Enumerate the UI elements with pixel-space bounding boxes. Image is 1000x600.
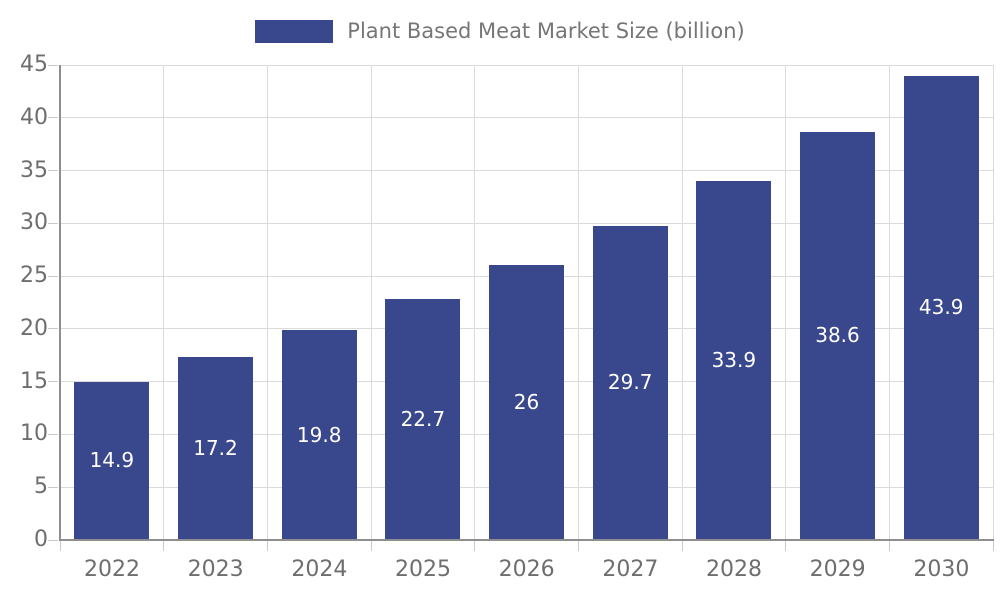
x-gridline xyxy=(266,65,268,540)
bar-value-label: 14.9 xyxy=(89,448,135,473)
x-gridline xyxy=(577,65,579,540)
y-tick-label: 25 xyxy=(20,263,48,289)
x-gridline xyxy=(992,65,994,540)
x-tick xyxy=(992,541,994,551)
bar-value-label: 29.7 xyxy=(607,370,653,395)
x-gridline xyxy=(474,65,476,540)
bar-value-label: 43.9 xyxy=(918,295,964,320)
bar: 22.7 xyxy=(385,299,461,539)
y-tick xyxy=(48,381,58,383)
x-tick xyxy=(163,541,165,551)
bar-value-label: 19.8 xyxy=(296,422,342,447)
bar: 26 xyxy=(489,264,564,539)
y-gridline xyxy=(60,117,993,119)
bar: 19.8 xyxy=(281,330,357,539)
bar-value-label: 22.7 xyxy=(400,407,446,432)
y-tick-label: 20 xyxy=(20,315,48,341)
x-gridline xyxy=(888,65,890,540)
plot-area: 0 5 10 15 20 25 30 35 40 45 14.9 2022 17.2 2023 19.8 20… xyxy=(20,52,994,582)
y-axis-line xyxy=(59,65,61,541)
x-tick xyxy=(888,541,890,551)
x-tick-label: 2022 xyxy=(84,557,140,582)
y-tick xyxy=(48,64,58,66)
y-tick xyxy=(48,222,58,224)
x-gridline xyxy=(163,65,165,540)
y-gridline xyxy=(60,222,993,224)
y-tick xyxy=(48,486,58,488)
bar: 43.9 xyxy=(903,75,979,539)
y-tick-label: 35 xyxy=(20,157,48,183)
legend-swatch xyxy=(255,19,334,43)
x-tick xyxy=(785,541,787,551)
x-tick-label: 2025 xyxy=(395,557,451,582)
bar: 14.9 xyxy=(74,381,150,539)
y-tick xyxy=(48,539,58,541)
bar: 29.7 xyxy=(592,225,668,539)
y-tick-label: 0 xyxy=(34,527,48,552)
y-tick-label: 10 xyxy=(20,421,48,447)
x-tick-label: 2030 xyxy=(913,557,970,582)
bar-value-label: 26 xyxy=(513,389,540,414)
bar-value-label: 17.2 xyxy=(193,436,238,461)
x-tick-label: 2027 xyxy=(602,557,659,582)
y-tick xyxy=(48,117,58,119)
x-gridline xyxy=(370,65,372,540)
x-tick-label: 2028 xyxy=(706,557,762,582)
x-axis-line xyxy=(59,539,994,541)
legend: Plant Based Meat Market Size (billion) xyxy=(0,17,1000,45)
y-tick-label: 40 xyxy=(20,104,48,130)
y-tick-label: 45 xyxy=(20,52,48,77)
y-tick xyxy=(48,275,58,277)
y-tick xyxy=(48,328,58,330)
x-tick xyxy=(474,541,476,551)
bar: 38.6 xyxy=(800,131,875,539)
bar-value-label: 38.6 xyxy=(815,323,860,348)
bar: 33.9 xyxy=(696,181,772,539)
x-tick xyxy=(681,541,683,551)
x-tick xyxy=(59,541,61,551)
y-gridline xyxy=(60,170,993,172)
y-tick-label: 15 xyxy=(20,368,48,394)
x-tick xyxy=(370,541,372,551)
x-tick-label: 2023 xyxy=(187,557,244,582)
y-gridline xyxy=(60,64,993,66)
bar: 17.2 xyxy=(178,357,253,539)
x-tick xyxy=(266,541,268,551)
y-tick xyxy=(48,170,58,172)
x-tick-label: 2024 xyxy=(291,557,348,582)
x-tick-label: 2029 xyxy=(809,557,866,582)
legend-label: Plant Based Meat Market Size (billion) xyxy=(347,19,745,43)
y-tick-label: 5 xyxy=(34,474,48,500)
bar-value-label: 33.9 xyxy=(711,348,757,373)
x-gridline xyxy=(785,65,787,540)
y-tick-label: 30 xyxy=(20,210,48,236)
y-tick xyxy=(48,433,58,435)
x-tick-label: 2026 xyxy=(498,557,555,582)
x-tick xyxy=(577,541,579,551)
x-gridline xyxy=(681,65,683,540)
